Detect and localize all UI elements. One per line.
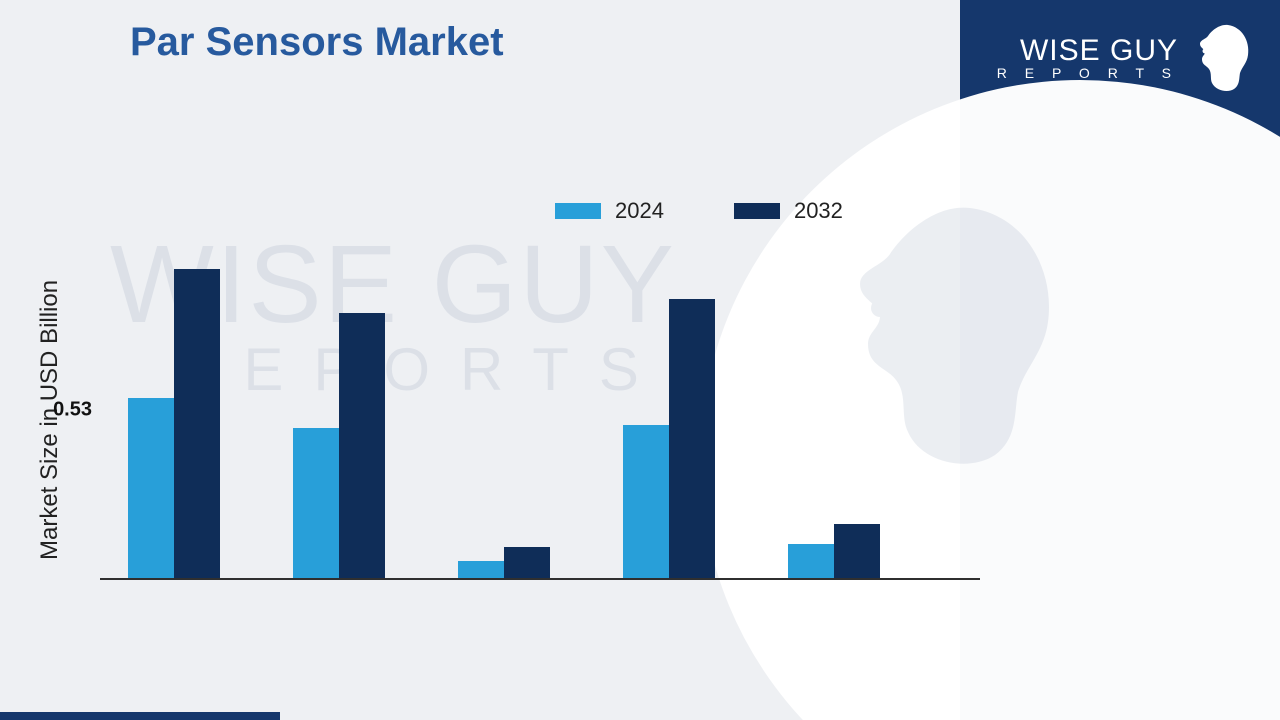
legend-item-2032: 2032: [734, 198, 843, 224]
bottom-accent-bar: [0, 712, 280, 720]
chart-legend: 2024 2032: [555, 198, 843, 224]
bar-2024: [623, 425, 669, 578]
bar-2032: [504, 547, 550, 578]
bar-2032: [834, 524, 880, 578]
chart-area: 0.53NORTHAMERICAEUROPESOUTHAMERICAASIAPA…: [100, 240, 980, 580]
legend-label-2032: 2032: [794, 198, 843, 224]
brand-logo: WISE GUY R E P O R T S: [997, 18, 1252, 98]
bar-2032: [339, 313, 385, 578]
brand-head-icon: [1190, 23, 1252, 93]
bar-2024: [293, 428, 339, 578]
page-title: Par Sensors Market: [130, 20, 504, 65]
legend-item-2024: 2024: [555, 198, 664, 224]
brand-logo-text: WISE GUY R E P O R T S: [997, 35, 1178, 81]
y-tick-label: 0.53: [53, 398, 92, 421]
brand-line1: WISE GUY: [997, 35, 1178, 67]
page-root: Par Sensors Market WISE GUY R E P O R T …: [0, 0, 1280, 720]
bar-2024: [128, 398, 174, 578]
bar-2024: [788, 544, 834, 578]
legend-label-2024: 2024: [615, 198, 664, 224]
brand-line2: R E P O R T S: [997, 66, 1178, 81]
bar-2032: [174, 269, 220, 578]
legend-swatch-2024: [555, 203, 601, 219]
bar-2024: [458, 561, 504, 578]
bar-2032: [669, 299, 715, 578]
x-axis-line: [100, 578, 980, 580]
legend-swatch-2032: [734, 203, 780, 219]
